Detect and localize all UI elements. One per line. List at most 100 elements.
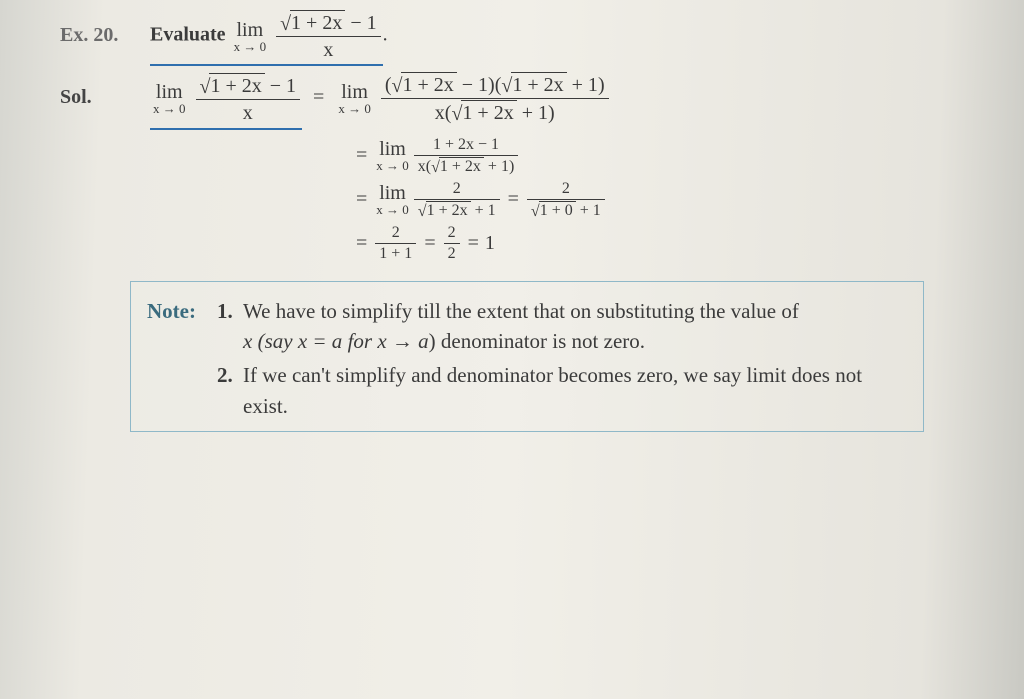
- eq-1: =: [313, 86, 324, 108]
- p1-1: + 1: [567, 74, 598, 96]
- header-fraction: √1 + 2x − 1 x: [276, 10, 381, 62]
- lhs-den: x: [196, 100, 301, 125]
- p1-2: + 1: [517, 102, 548, 124]
- lp-3: (: [445, 102, 452, 124]
- rp-2: ): [598, 74, 605, 96]
- lp-2: (: [495, 74, 502, 96]
- minus-one: − 1: [345, 12, 376, 34]
- solution-step-1: lim x → 0 √1 + 2x − 1 x = lim x → 0 (√1 …: [150, 72, 611, 130]
- rad-2c: 1 + 2x: [461, 100, 516, 125]
- lhs-num: √1 + 2x − 1: [196, 73, 301, 100]
- lim-2: lim x → 0: [338, 80, 371, 117]
- rhs1-frac: (√1 + 2x − 1)(√1 + 2x + 1) x(√1 + 2x + 1…: [381, 72, 609, 125]
- rp-3: ): [548, 102, 555, 124]
- solution-label: Sol.: [60, 72, 150, 109]
- step3a-num: 2: [414, 180, 500, 200]
- sqrt-expr: √1 + 2x: [280, 10, 345, 35]
- step3b-num: 2: [527, 180, 605, 200]
- surd-2c: √: [451, 102, 462, 126]
- rad-4: 1 + 2x: [426, 201, 471, 220]
- note-1-post: ) denominator is not zero.: [429, 329, 645, 353]
- lim-3: lim x → 0: [376, 138, 409, 174]
- header-denominator: x: [276, 37, 381, 62]
- lim-4-bot: x → 0: [376, 202, 409, 218]
- step4a-den: 1 + 1: [375, 244, 416, 263]
- page: Ex. 20. Evaluate lim x → 0 √1 + 2x − 1 x…: [0, 0, 1024, 699]
- rad-3: 1 + 2x: [439, 157, 484, 176]
- note-text-1: We have to simplify till the extent that…: [243, 296, 907, 357]
- step4b-den: 2: [444, 244, 460, 263]
- header-numerator: √1 + 2x − 1: [276, 10, 381, 37]
- note-text-2: If we can't simplify and denominator bec…: [243, 360, 907, 421]
- note-label: Note:: [147, 296, 217, 357]
- note-box: Note: 1. We have to simplify till the ex…: [130, 281, 924, 433]
- surd-2a: √: [392, 74, 403, 98]
- note-1-mid: for: [342, 329, 377, 353]
- m1-2: − 1: [457, 74, 488, 96]
- final-answer: 1: [485, 232, 495, 255]
- exercise-row: Ex. 20. Evaluate lim x → 0 √1 + 2x − 1 x…: [60, 10, 964, 66]
- surd-5: √: [531, 203, 540, 221]
- period: .: [383, 24, 388, 46]
- eq-2: =: [356, 144, 367, 167]
- step4-frac-a: 2 1 + 1: [375, 224, 416, 263]
- lp-1: (: [385, 74, 392, 96]
- eq-3b: =: [508, 188, 519, 211]
- lim-4: lim x → 0: [376, 182, 409, 218]
- step3-frac-b: 2 √1 + 0 + 1: [527, 180, 605, 220]
- step3b-den: √1 + 0 + 1: [527, 200, 605, 220]
- x-den-1: x: [435, 102, 445, 124]
- rp-1: ): [488, 74, 495, 96]
- note-1-line-a: We have to simplify till the extent that…: [243, 299, 799, 323]
- p1-3: + 1: [484, 158, 509, 175]
- eq-4b: =: [424, 232, 435, 255]
- rp-4: ): [509, 158, 514, 175]
- step2-frac: 1 + 2x − 1 x(√1 + 2x + 1): [414, 136, 519, 176]
- step4a-num: 2: [375, 224, 416, 244]
- lim-1: lim x → 0: [153, 80, 186, 117]
- step3a-den: √1 + 2x + 1: [414, 200, 500, 220]
- exercise-label: Ex. 20.: [60, 10, 150, 47]
- solution-row-1: Sol. lim x → 0 √1 + 2x − 1 x = lim x → 0: [60, 72, 964, 130]
- solution-step-3: = lim x → 0 2 √1 + 2x + 1 = 2 √1 + 0 + 1: [60, 180, 964, 220]
- p1-5: + 1: [576, 202, 601, 219]
- radicand: 1 + 2x: [290, 10, 345, 35]
- lim-3-bot: x → 0: [376, 158, 409, 174]
- surd-4: √: [418, 203, 427, 221]
- note-spacer: [147, 360, 217, 421]
- step2-den: x(√1 + 2x + 1): [414, 156, 519, 176]
- step4b-num: 2: [444, 224, 460, 244]
- eq-4c: =: [468, 232, 479, 255]
- surd-3: √: [431, 159, 440, 177]
- note-1-pre: x (say: [243, 329, 298, 353]
- note-item-2: 2. If we can't simplify and denominator …: [147, 360, 907, 421]
- x-den-2: x: [418, 158, 426, 175]
- eq-4: =: [356, 232, 367, 255]
- lim-2-bot: x → 0: [338, 101, 371, 117]
- step2-num: 1 + 2x − 1: [414, 136, 519, 156]
- lim-sub: x → 0: [234, 39, 267, 55]
- rhs1-num: (√1 + 2x − 1)(√1 + 2x + 1): [381, 72, 609, 99]
- step3-frac-a: 2 √1 + 2x + 1: [414, 180, 500, 220]
- m1-1: − 1: [265, 75, 296, 97]
- note-1-lim: x → a: [377, 329, 428, 353]
- note-1-eqn: x = a: [298, 329, 343, 353]
- note-item-1: Note: 1. We have to simplify till the ex…: [147, 296, 907, 357]
- rhs1-den: x(√1 + 2x + 1): [381, 99, 609, 125]
- lhs-underline: lim x → 0 √1 + 2x − 1 x: [150, 73, 302, 130]
- evaluate-word: Evaluate: [150, 24, 226, 46]
- lim-1-bot: x → 0: [153, 101, 186, 117]
- note-number-2: 2.: [217, 360, 243, 421]
- exercise-underline: Evaluate lim x → 0 √1 + 2x − 1 x: [150, 10, 383, 66]
- surd-icon: √: [280, 12, 291, 36]
- rad-1: 1 + 2x: [209, 73, 264, 98]
- p1-4: + 1: [471, 202, 496, 219]
- limit-symbol: lim x → 0: [234, 18, 267, 55]
- rad-2a: 1 + 2x: [401, 72, 456, 97]
- solution-step-2: = lim x → 0 1 + 2x − 1 x(√1 + 2x + 1): [60, 136, 964, 176]
- step4-frac-b: 2 2: [444, 224, 460, 263]
- eq-3: =: [356, 188, 367, 211]
- surd-1: √: [200, 75, 211, 99]
- exercise-statement: Evaluate lim x → 0 √1 + 2x − 1 x .: [150, 10, 388, 66]
- note-number-1: 1.: [217, 296, 243, 357]
